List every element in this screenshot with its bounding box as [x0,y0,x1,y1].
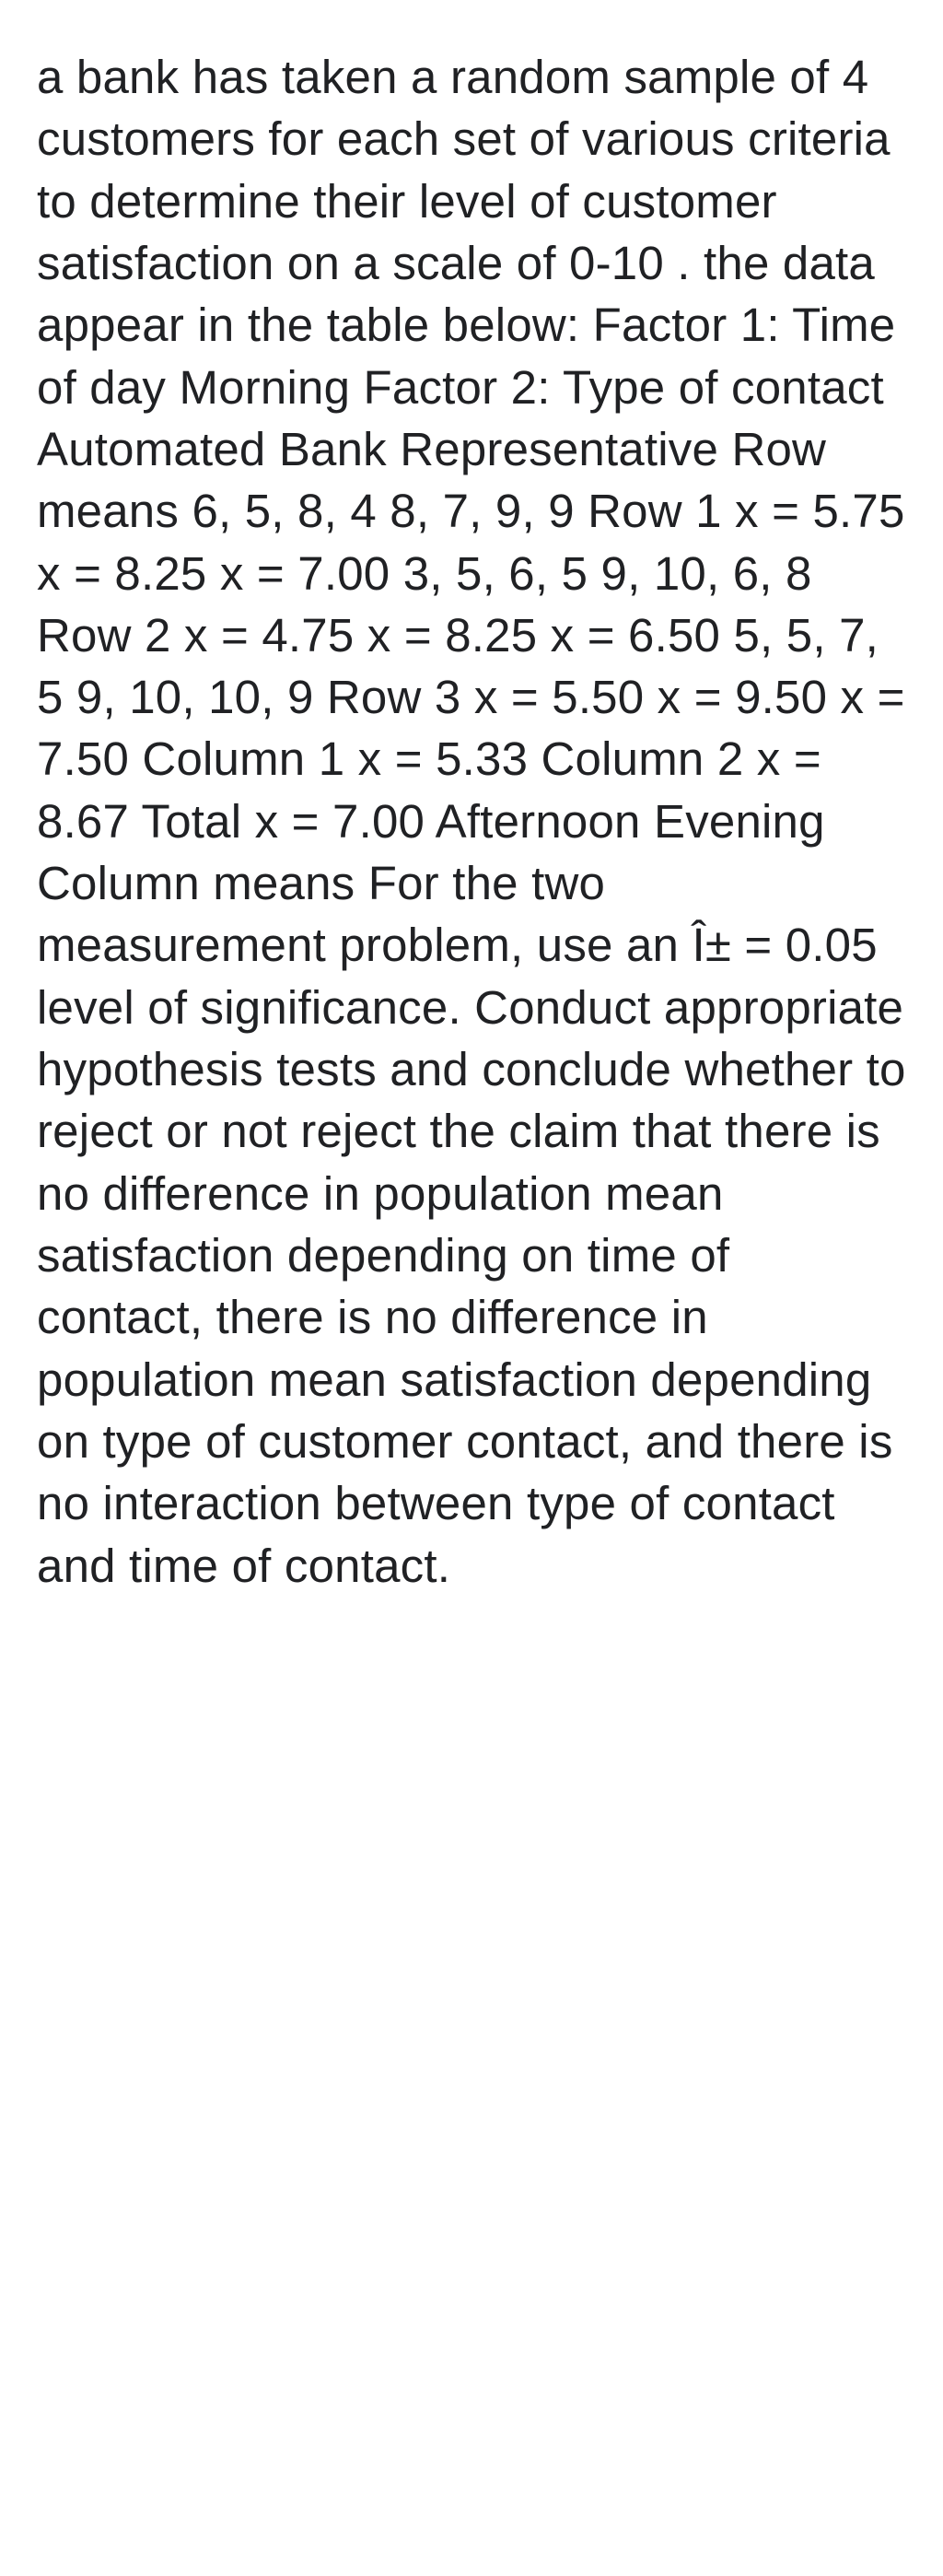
problem-text: a bank has taken a random sample of 4 cu… [37,51,906,1592]
document-body: a bank has taken a random sample of 4 cu… [0,0,943,1643]
